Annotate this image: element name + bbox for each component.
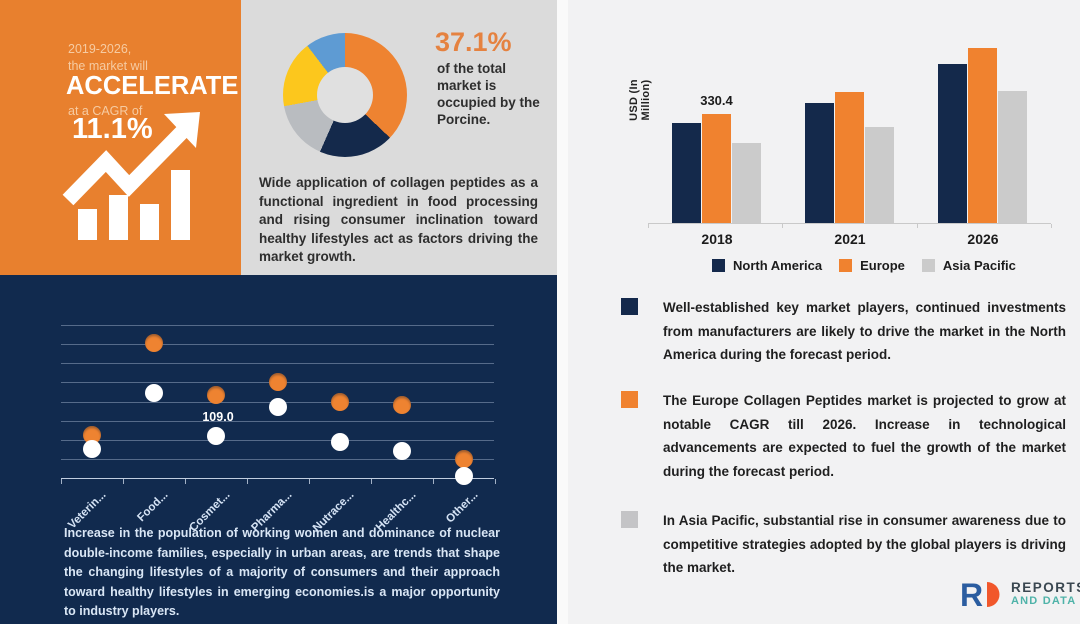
bullet-swatch-north-america: [621, 298, 638, 315]
legend-label-europe: Europe: [860, 258, 905, 273]
accelerate-headline: ACCELERATE: [66, 72, 239, 100]
bar-chart-legend: North America Europe Asia Pacific: [712, 258, 1016, 273]
porcine-stat-caption: of the total market is occupied by the P…: [437, 61, 540, 127]
logo-text-reports: REPORTS: [1011, 579, 1080, 595]
bullet-europe: The Europe Collagen Peptides market is p…: [621, 389, 1067, 483]
porcine-panel: [241, 0, 557, 275]
donut-chart: [283, 33, 407, 157]
growth-arrow-chart-icon: [62, 112, 200, 240]
reports-and-data-logo: R REPORTS AND DATA: [960, 579, 1080, 609]
legend-item-north-america: North America: [712, 258, 822, 273]
accelerate-line4: at a CAGR of: [68, 104, 143, 118]
accelerate-cagr-value: 11.1%: [72, 113, 153, 145]
panel-divider: [557, 0, 568, 624]
legend-swatch-north-america: [712, 259, 725, 272]
bullet-north-america: Well-established key market players, con…: [621, 296, 1067, 367]
bullet-text-europe: The Europe Collagen Peptides market is p…: [663, 393, 1066, 479]
bullet-swatch-asia-pacific: [621, 511, 638, 528]
donut-hole: [317, 67, 373, 123]
bullet-asia-pacific: In Asia Pacific, substantial rise in con…: [621, 509, 1067, 580]
accelerate-period: 2019-2026,: [68, 42, 132, 56]
legend-swatch-asia-pacific: [921, 259, 935, 272]
bullet-text-asia-pacific: In Asia Pacific, substantial rise in con…: [663, 513, 1066, 575]
opportunity-paragraph: Increase in the population of working wo…: [64, 526, 500, 618]
accelerate-panel: 2019-2026, the market will ACCELERATE at…: [0, 0, 241, 275]
porcine-stat: 37.1%: [435, 27, 512, 57]
reports-and-data-logo-mark-icon: R: [960, 579, 1000, 609]
legend-item-asia-pacific: Asia Pacific: [921, 258, 1016, 273]
legend-item-europe: Europe: [839, 258, 905, 273]
legend-label-north-america: North America: [733, 258, 823, 273]
bar-chart-y-axis-label: USD (In Million): [628, 79, 652, 121]
logo-text-and-data: AND DATA: [1011, 595, 1077, 608]
drivers-paragraph: Wide application of collagen peptides as…: [259, 175, 538, 264]
legend-swatch-europe: [839, 259, 853, 272]
accelerate-line2: the market will: [68, 59, 148, 73]
svg-text:R: R: [960, 579, 983, 609]
bullet-text-north-america: Well-established key market players, con…: [663, 300, 1066, 362]
legend-label-asia-pacific: Asia Pacific: [942, 258, 1016, 273]
bullet-swatch-europe: [621, 391, 638, 408]
